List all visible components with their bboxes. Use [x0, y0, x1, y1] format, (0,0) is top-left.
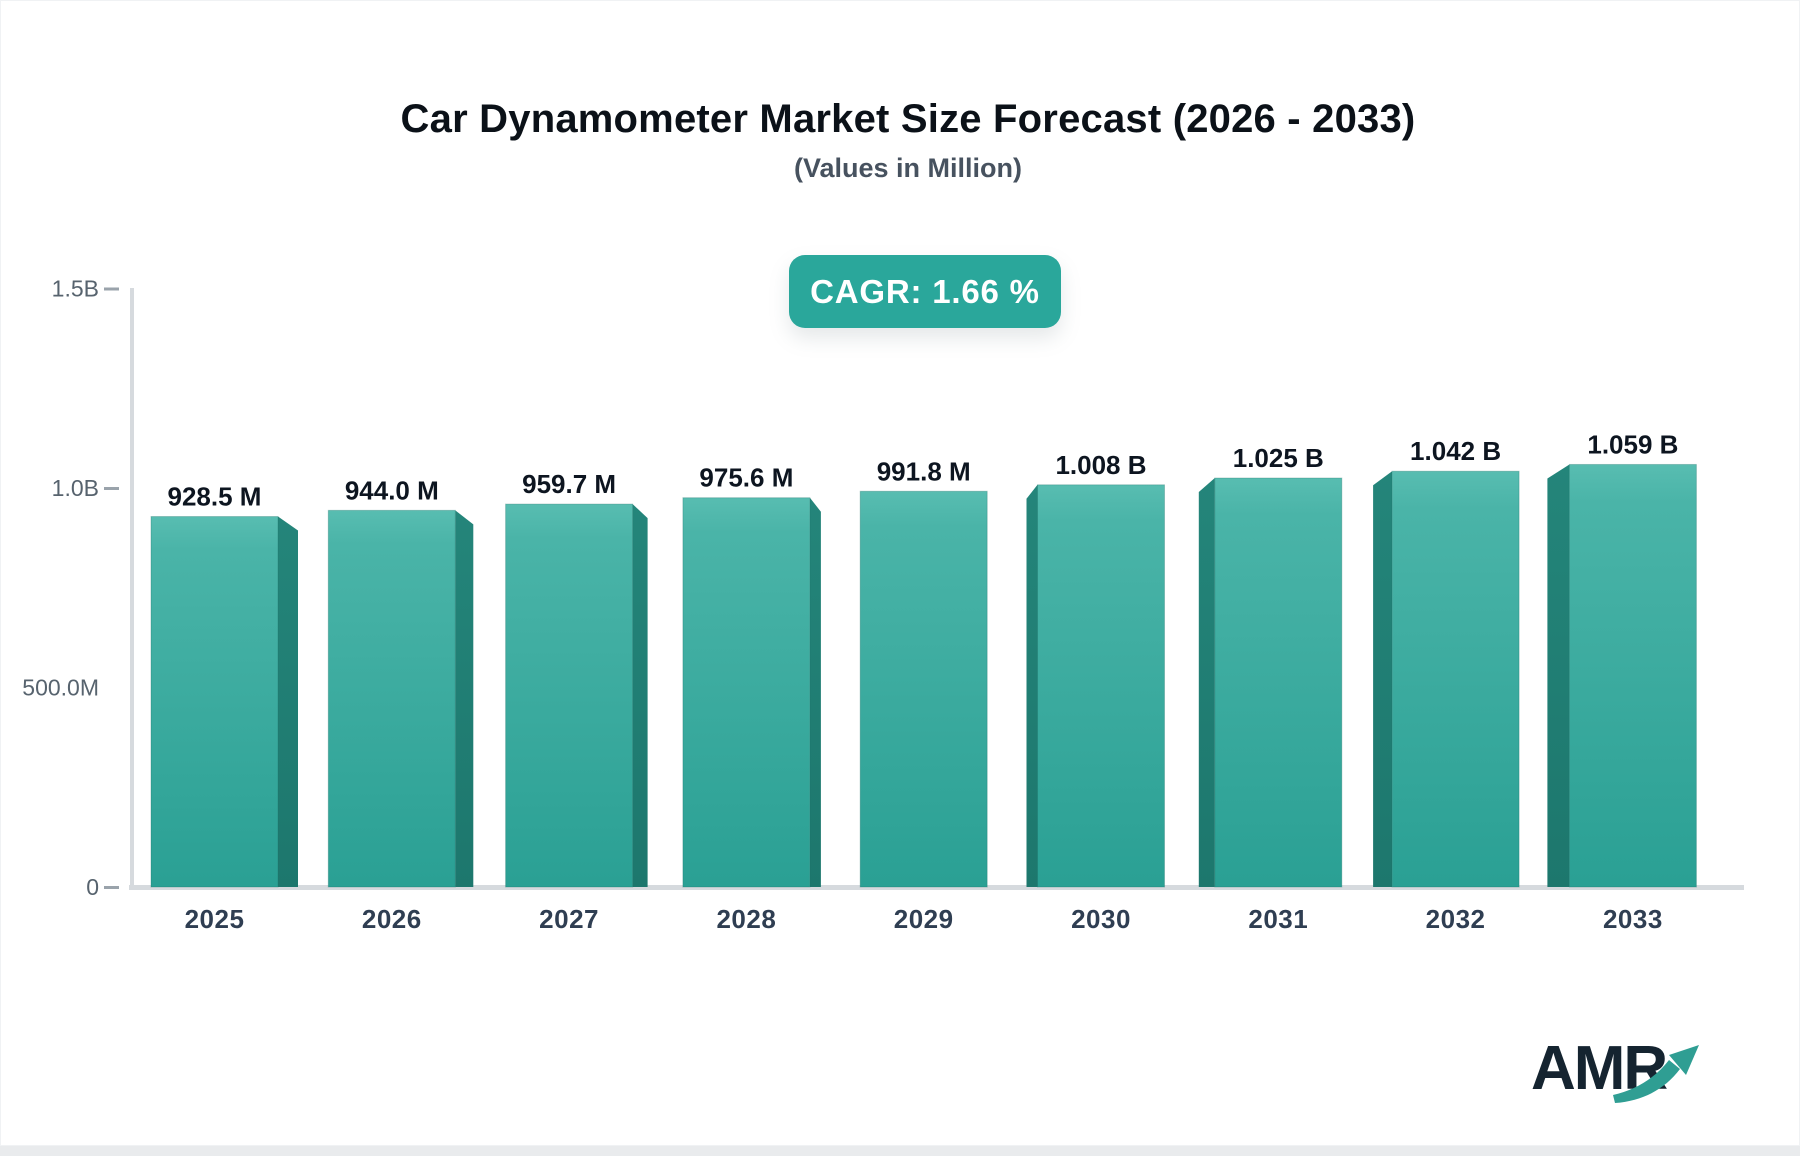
- bar: [150, 516, 279, 888]
- bar: [505, 503, 634, 888]
- labels-group: 1.5B 1.0B 500.0M 0 928.5 M 2025 944.0 M 2026 959…: [22, 276, 1678, 935]
- y-axis-label: 0: [86, 874, 99, 900]
- chart-title: Car Dynamometer Market Size Forecast (20…: [400, 97, 1416, 141]
- bar: [1037, 484, 1165, 888]
- bar-value-label: 959.7 M: [522, 469, 616, 499]
- bars-group: [150, 463, 1697, 888]
- x-axis-label: 2025: [185, 904, 245, 934]
- bar-value-label: 975.6 M: [699, 463, 793, 493]
- bar-value-label: 1.008 B: [1055, 450, 1146, 480]
- cagr-badge-label: CAGR: 1.66 %: [810, 272, 1040, 310]
- x-axis-label: 2026: [362, 904, 422, 934]
- bar-side-3d: [1198, 478, 1215, 887]
- bar-value-label: 1.042 B: [1410, 436, 1501, 466]
- y-axis-line: [130, 288, 134, 890]
- bar-value-label: 1.025 B: [1233, 443, 1324, 473]
- y-axis-label: 1.0B: [52, 475, 99, 501]
- bar: [1568, 463, 1697, 888]
- bar: [859, 490, 988, 888]
- bar-value-label: 944.0 M: [345, 475, 439, 505]
- bar-side-3d: [809, 497, 821, 887]
- y-axis-tick: [104, 886, 119, 889]
- x-axis-label: 2029: [894, 904, 954, 934]
- y-axis-label: 500.0M: [22, 675, 99, 701]
- cagr-badge: CAGR: 1.66 %: [789, 255, 1061, 328]
- x-axis-line: [129, 885, 1744, 890]
- x-axis-label: 2028: [716, 904, 776, 934]
- bar-side-3d: [455, 510, 474, 887]
- amr-logo: AMR: [1529, 1029, 1719, 1113]
- y-axis-tick: [104, 487, 119, 490]
- bar-side-3d: [1373, 471, 1393, 887]
- x-axis-label: 2032: [1426, 904, 1486, 934]
- x-axis-label: 2027: [539, 904, 599, 934]
- x-axis-label: 2030: [1071, 904, 1131, 934]
- axes: [104, 287, 1744, 890]
- y-axis-tick: [104, 287, 119, 291]
- bar: [1214, 477, 1343, 888]
- bar-side-3d: [632, 504, 648, 887]
- bar-side-3d: [278, 516, 298, 887]
- bar: [1391, 470, 1520, 888]
- bar: [682, 497, 811, 888]
- bar-value-label: 991.8 M: [877, 456, 971, 486]
- bar-value-label: 928.5 M: [168, 482, 262, 512]
- y-axis-label: 1.5B: [52, 276, 99, 302]
- amr-logo-arrow-icon: [1613, 1060, 1680, 1103]
- bar-side-3d: [1026, 484, 1038, 887]
- bottom-strip: [0, 1146, 1800, 1156]
- bar: [327, 509, 456, 888]
- x-axis-label: 2031: [1248, 904, 1308, 934]
- chart-header: Car Dynamometer Market Size Forecast (20…: [17, 95, 1799, 183]
- bar-value-label: 1.059 B: [1587, 429, 1678, 459]
- amr-logo-arrowhead-icon: [1669, 1045, 1699, 1075]
- x-axis-label: 2033: [1603, 904, 1663, 934]
- chart-subtitle: (Values in Million): [793, 153, 1023, 183]
- bar-side-3d: [1547, 464, 1570, 887]
